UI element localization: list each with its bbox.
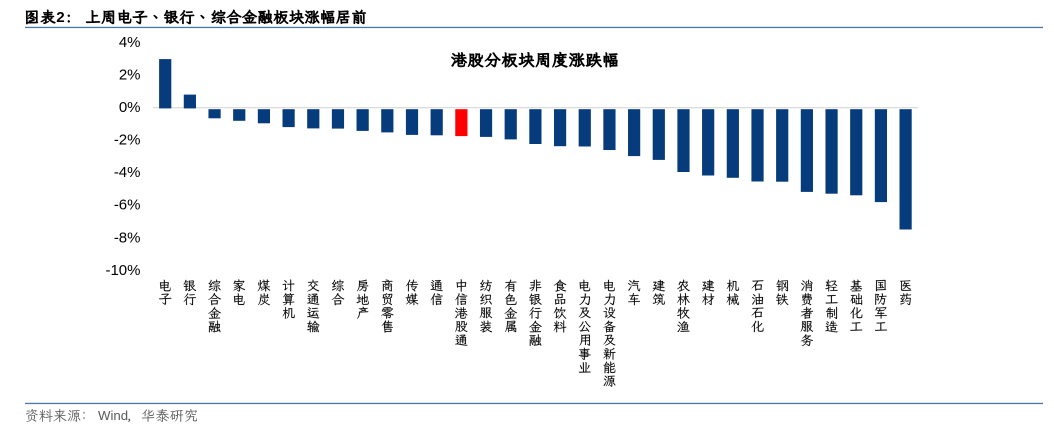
svg-text:0%: 0% xyxy=(119,99,141,116)
svg-text:-6%: -6% xyxy=(114,197,141,214)
svg-text:4%: 4% xyxy=(119,34,141,51)
svg-text:Wind: Wind xyxy=(98,408,128,423)
svg-text:-4%: -4% xyxy=(114,164,141,181)
svg-text:2: 2 xyxy=(56,9,64,26)
svg-text:-8%: -8% xyxy=(114,229,141,246)
svg-text:-2%: -2% xyxy=(114,132,141,149)
svg-text:2%: 2% xyxy=(119,67,141,84)
svg-text:-10%: -10% xyxy=(105,262,140,279)
